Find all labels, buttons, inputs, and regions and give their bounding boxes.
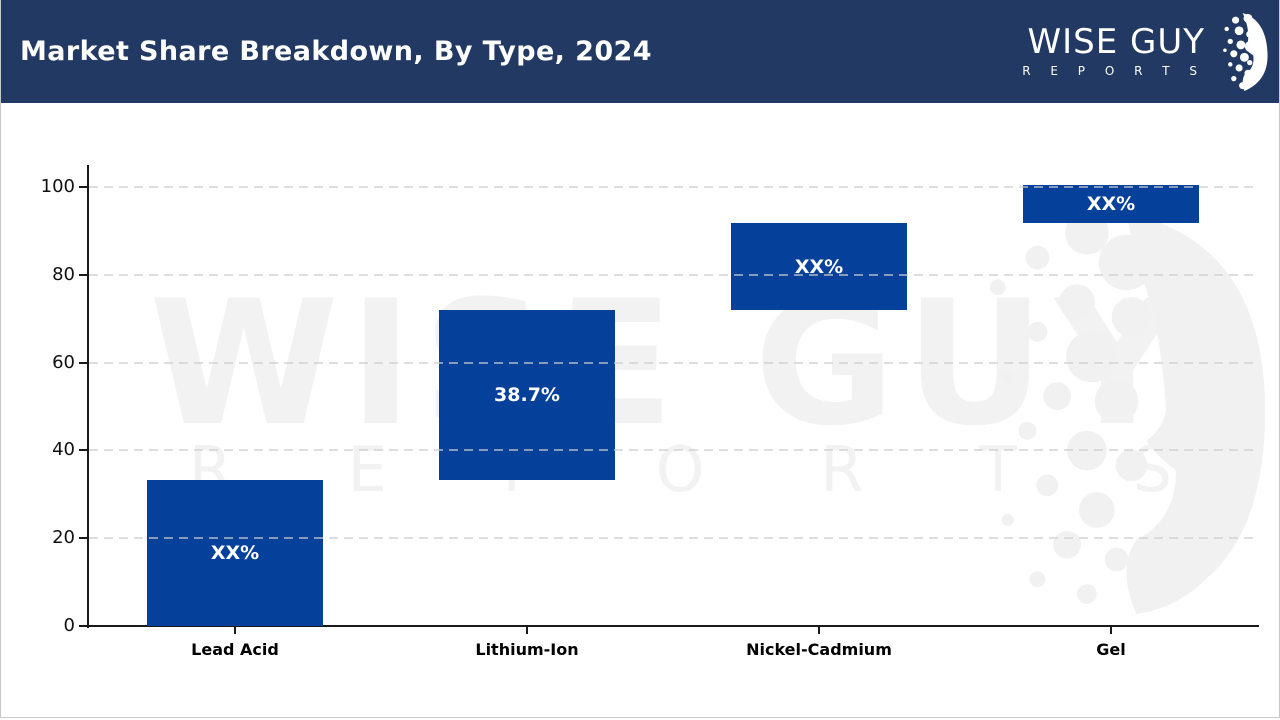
grid-line	[89, 186, 1257, 188]
logo-subtext: R E P O R T S	[1022, 63, 1205, 78]
grid-line	[89, 273, 1257, 276]
bar-lead-acid: XX%	[147, 480, 323, 626]
y-axis-tick-label: 40	[52, 439, 75, 461]
y-axis-tick-label: 60	[52, 351, 75, 373]
y-axis-tick-label: 80	[52, 263, 75, 285]
y-axis-tick	[79, 449, 87, 452]
y-axis-tick-label: 20	[52, 527, 75, 549]
wiseguy-logo: WISE GUY R E P O R T S	[1022, 4, 1271, 99]
logo-wordmark: WISE GUY	[1027, 22, 1205, 63]
bar-value-label: XX%	[210, 542, 260, 565]
x-axis-tick	[818, 626, 820, 634]
x-axis-line	[87, 625, 1259, 627]
y-axis-line	[87, 165, 89, 628]
x-category-label: Lead Acid	[191, 640, 279, 659]
x-category-label: Gel	[1096, 640, 1126, 659]
grid-line	[89, 361, 1257, 364]
bar-value-label: 38.7%	[494, 384, 560, 407]
y-axis-tick-label: 0	[63, 615, 75, 636]
y-axis-tick	[79, 625, 87, 627]
bar-value-label: XX%	[1086, 193, 1136, 216]
header-bar: Market Share Breakdown, By Type, 2024 WI…	[1, 0, 1279, 103]
x-axis-tick	[234, 626, 236, 634]
bar-value-label: XX%	[794, 255, 844, 278]
logo-face-icon	[1223, 12, 1268, 91]
chart-title: Market Share Breakdown, By Type, 2024	[20, 36, 652, 67]
y-axis-tick	[79, 273, 87, 276]
grid-line	[89, 449, 1257, 452]
logo-text: WISE GUY R E P O R T S	[1022, 22, 1205, 78]
x-category-label: Nickel-Cadmium	[746, 640, 892, 659]
grid-line	[89, 537, 1257, 540]
x-axis-tick	[526, 626, 528, 634]
x-category-label: Lithium-Ion	[475, 640, 579, 659]
bar-gel: XX%	[1023, 185, 1199, 224]
y-axis-tick	[79, 186, 87, 188]
bar-nickel-cadmium: XX%	[731, 223, 907, 311]
y-axis-tick	[79, 361, 87, 364]
y-axis-tick	[79, 537, 87, 540]
bar-lithium-ion: 38.7%	[439, 310, 615, 481]
y-axis-tick-label: 100	[40, 176, 75, 197]
x-axis-tick	[1110, 626, 1112, 634]
